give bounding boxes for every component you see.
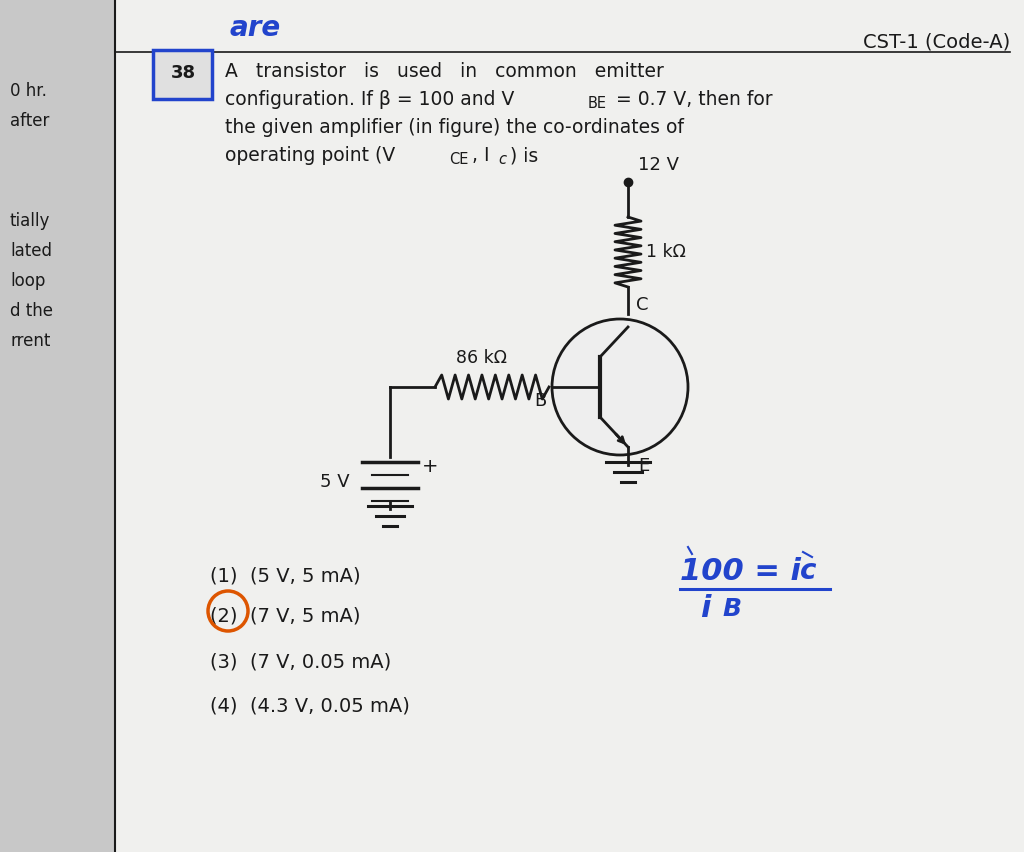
Text: the given amplifier (in figure) the co-ordinates of: the given amplifier (in figure) the co-o… [225,118,684,137]
Text: loop: loop [10,272,45,290]
Text: i: i [700,594,711,623]
Text: +: + [422,458,438,476]
Text: c: c [498,152,506,167]
Text: 100 = i: 100 = i [680,557,801,586]
Text: lated: lated [10,242,52,260]
Text: CE: CE [449,152,468,167]
Text: = 0.7 V, then for: = 0.7 V, then for [610,90,773,109]
FancyBboxPatch shape [115,0,1024,852]
Text: tially: tially [10,212,50,230]
Text: A   transistor   is   used   in   common   emitter: A transistor is used in common emitter [225,62,664,81]
Text: d the: d the [10,302,53,320]
Text: (3)  (7 V, 0.05 mA): (3) (7 V, 0.05 mA) [210,652,391,671]
Text: C: C [636,296,648,314]
Text: 12 V: 12 V [638,156,679,174]
Text: 38: 38 [170,64,196,82]
Text: CST-1 (Code-A): CST-1 (Code-A) [863,32,1010,51]
FancyBboxPatch shape [0,0,115,852]
Text: (1)  (5 V, 5 mA): (1) (5 V, 5 mA) [210,567,360,586]
Text: 5 V: 5 V [321,473,350,491]
Text: 86 kΩ: 86 kΩ [456,349,507,367]
Circle shape [552,319,688,455]
Text: (2)  (7 V, 5 mA): (2) (7 V, 5 mA) [210,607,360,626]
Text: ) is: ) is [510,146,539,165]
Text: E: E [638,457,649,475]
Text: B: B [722,597,741,621]
Text: 0 hr.: 0 hr. [10,82,47,100]
Text: are: are [230,14,282,42]
Text: operating point (V: operating point (V [225,146,395,165]
Text: (4)  (4.3 V, 0.05 mA): (4) (4.3 V, 0.05 mA) [210,697,410,716]
Text: rrent: rrent [10,332,50,350]
Text: 1 kΩ: 1 kΩ [646,243,686,261]
Text: after: after [10,112,49,130]
Text: configuration. If β = 100 and V: configuration. If β = 100 and V [225,90,514,109]
Text: B: B [535,392,547,410]
Text: BE: BE [588,96,607,111]
Text: , I: , I [472,146,489,165]
FancyBboxPatch shape [153,50,212,99]
Text: c: c [800,557,816,585]
